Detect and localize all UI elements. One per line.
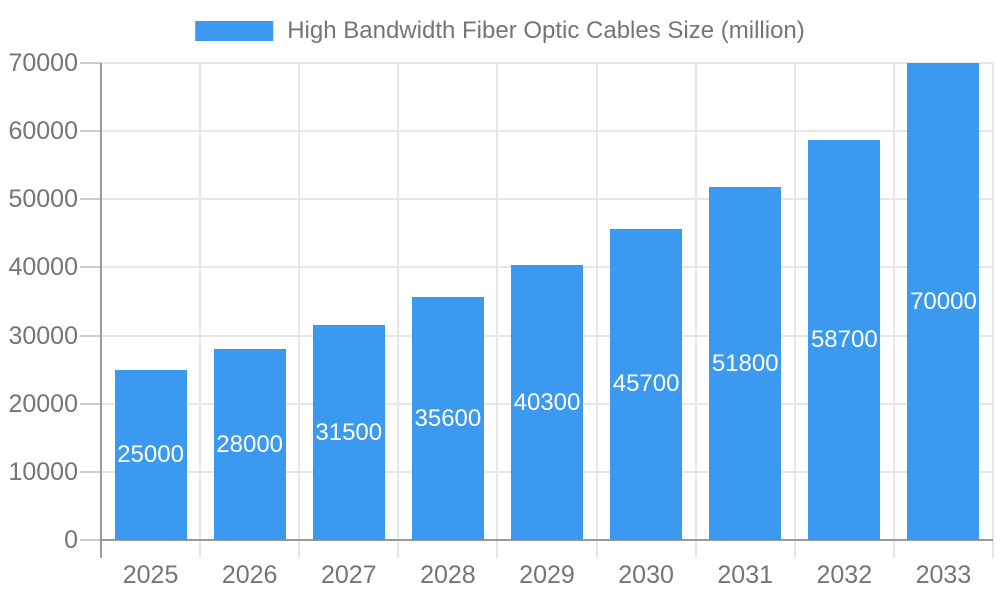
bar: 28000 bbox=[213, 349, 286, 540]
x-axis-label: 2027 bbox=[320, 561, 377, 589]
bar-value-label: 51800 bbox=[711, 349, 779, 377]
y-axis-tick bbox=[80, 62, 101, 64]
y-axis-label: 70000 bbox=[8, 49, 78, 77]
bar: 58700 bbox=[808, 140, 881, 540]
bar: 51800 bbox=[709, 187, 782, 540]
x-axis-label: 2028 bbox=[420, 561, 476, 589]
x-axis-label: 2029 bbox=[519, 561, 575, 589]
bar-value-label: 25000 bbox=[117, 440, 184, 468]
y-axis-label: 40000 bbox=[8, 253, 78, 282]
chart-legend: High Bandwidth Fiber Optic Cables Size (… bbox=[195, 16, 805, 46]
y-axis-line bbox=[100, 63, 102, 558]
bar: 31500 bbox=[312, 325, 385, 540]
y-axis-tick bbox=[80, 470, 101, 473]
legend-color-swatch bbox=[195, 21, 274, 41]
y-axis-tick bbox=[80, 539, 101, 541]
x-axis-label: 2030 bbox=[618, 561, 674, 589]
vertical-gridline bbox=[496, 63, 499, 558]
bar-value-label: 40300 bbox=[513, 388, 581, 416]
vertical-gridline bbox=[793, 63, 796, 558]
x-axis-label: 2031 bbox=[717, 561, 774, 589]
x-axis-label: 2026 bbox=[221, 561, 278, 589]
bar: 25000 bbox=[114, 369, 187, 540]
vertical-gridline bbox=[892, 63, 895, 558]
bar-value-label: 28000 bbox=[216, 430, 284, 458]
bar-value-label: 35600 bbox=[414, 404, 482, 432]
bar-value-label: 58700 bbox=[810, 325, 878, 353]
legend-series-label: High Bandwidth Fiber Optic Cables Size (… bbox=[287, 17, 805, 44]
bar: 45700 bbox=[610, 228, 683, 540]
horizontal-gridline bbox=[101, 62, 993, 64]
y-axis-label: 30000 bbox=[8, 321, 78, 350]
horizontal-gridline bbox=[101, 198, 993, 201]
y-axis-tick bbox=[80, 334, 101, 337]
bar: 70000 bbox=[907, 63, 980, 540]
x-axis-line bbox=[101, 539, 993, 541]
vertical-gridline bbox=[595, 63, 598, 558]
bar-value-label: 31500 bbox=[315, 418, 383, 446]
x-axis-label: 2032 bbox=[816, 561, 873, 589]
y-axis-label: 0 bbox=[64, 526, 78, 554]
y-axis-label: 50000 bbox=[8, 185, 78, 214]
bar: 35600 bbox=[411, 297, 484, 540]
horizontal-gridline bbox=[101, 130, 993, 133]
vertical-gridline bbox=[694, 63, 697, 558]
y-axis-label: 10000 bbox=[8, 457, 78, 486]
bar-value-label: 70000 bbox=[910, 287, 977, 315]
vertical-gridline bbox=[992, 63, 994, 558]
x-axis-label: 2033 bbox=[915, 561, 972, 589]
y-axis-tick bbox=[80, 266, 101, 269]
vertical-gridline bbox=[199, 63, 202, 558]
y-axis-label: 20000 bbox=[8, 389, 78, 418]
y-axis-tick bbox=[80, 130, 101, 133]
y-axis-tick bbox=[80, 402, 101, 405]
x-axis-label: 2025 bbox=[122, 561, 179, 589]
vertical-gridline bbox=[298, 63, 301, 558]
vertical-gridline bbox=[397, 63, 400, 558]
y-axis-tick bbox=[80, 198, 101, 201]
y-axis-label: 60000 bbox=[8, 117, 78, 146]
bar-value-label: 45700 bbox=[612, 370, 680, 398]
bar: 40300 bbox=[511, 265, 583, 540]
